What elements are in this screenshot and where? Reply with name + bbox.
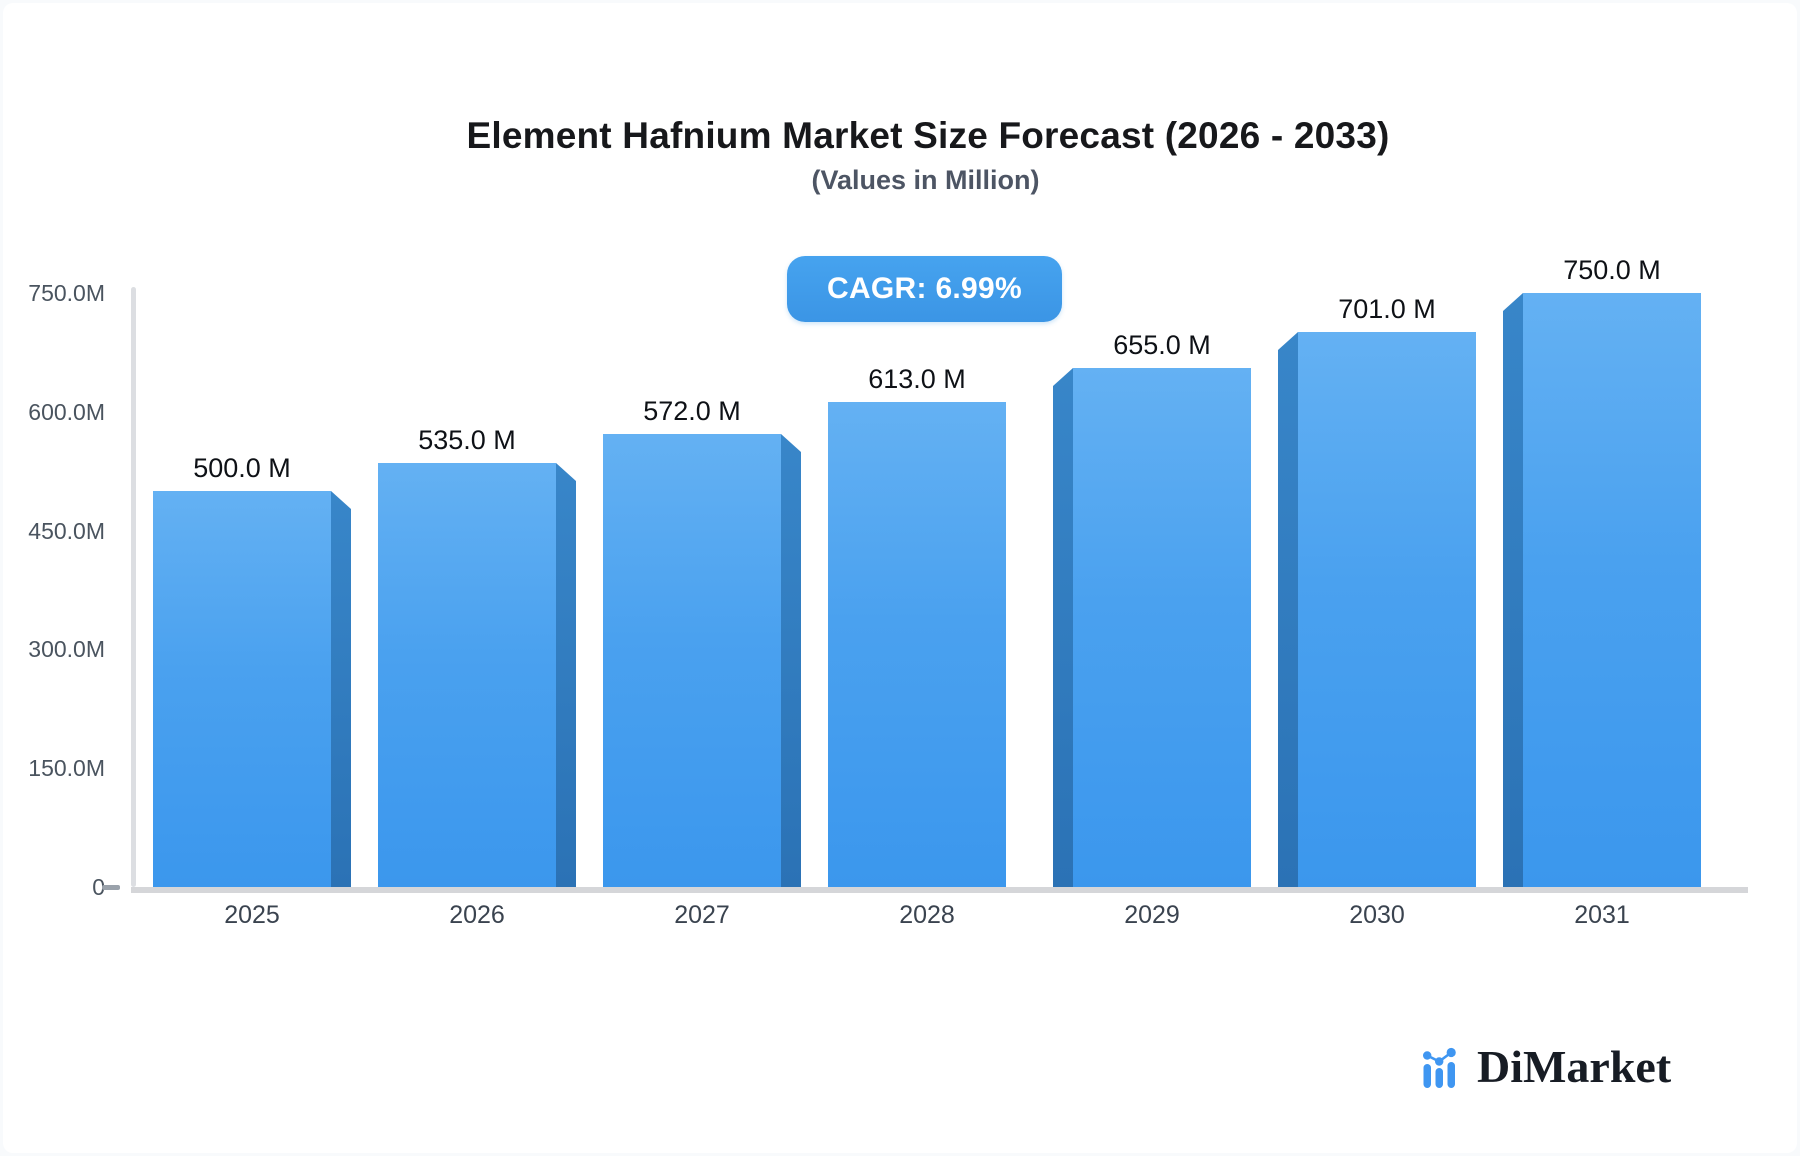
x-axis-labels: 2025 2026 2027 2028 2029 2030 2031: [153, 901, 1728, 930]
x-tick-label-2026: 2026: [378, 901, 603, 930]
bar-group-2025: 500.0 M: [153, 3, 378, 887]
zero-tick-mark: [102, 885, 120, 890]
bar-value-label: 500.0 M: [193, 453, 291, 483]
bar-face[interactable]: [153, 491, 331, 887]
bars-container: 500.0 M 535.0 M 572.0 M 613.0 M 655.0 M 701.0…: [153, 3, 1728, 887]
x-axis-line: [131, 887, 1748, 893]
y-tick-label: 300.0M: [28, 636, 105, 663]
bar-side-panel: [331, 491, 351, 887]
bar-value-label: 572.0 M: [643, 396, 741, 426]
bar-side-panel: [556, 463, 576, 887]
x-tick-label-2031: 2031: [1503, 901, 1728, 930]
brand-name: DiMarket: [1477, 1041, 1672, 1092]
chart-title: Element Hafnium Market Size Forecast (20…: [466, 115, 1390, 156]
bar-face[interactable]: [378, 463, 556, 887]
bar-value-label: 701.0 M: [1338, 294, 1436, 324]
bar-face[interactable]: [603, 434, 781, 887]
bar-2028[interactable]: 613.0 M: [828, 364, 1006, 887]
y-axis-line: [131, 287, 136, 887]
bar-group-2028: 613.0 M: [828, 3, 1053, 887]
bar-face[interactable]: [1523, 293, 1701, 887]
x-tick-label-text: 2031: [1574, 901, 1630, 929]
x-tick-label-2029: 2029: [1053, 901, 1278, 930]
chart-subtitle: (Values in Million): [811, 165, 1040, 195]
x-tick-label-2027: 2027: [603, 901, 828, 930]
x-tick-label-text: 2027: [674, 901, 730, 929]
cagr-badge: CAGR: 6.99%: [787, 256, 1062, 322]
bar-value-label: 613.0 M: [868, 364, 966, 394]
bar-2025[interactable]: 500.0 M: [153, 453, 351, 887]
bar-group-2027: 572.0 M: [603, 3, 828, 887]
bar-value-label: 655.0 M: [1113, 330, 1211, 360]
bar-2027[interactable]: 572.0 M: [603, 396, 801, 887]
bar-value-label: 535.0 M: [418, 425, 516, 455]
bar-line-chart-icon: [1422, 1044, 1464, 1090]
x-tick-label-2025: 2025: [153, 901, 378, 930]
bar-side-panel: [781, 434, 801, 887]
x-tick-label-text: 2029: [1124, 901, 1180, 929]
y-tick-label: 600.0M: [28, 398, 105, 425]
bar-group-2030: 701.0 M: [1278, 3, 1503, 887]
y-tick-label: 450.0M: [28, 517, 105, 544]
bar-side-panel: [1278, 332, 1298, 887]
bar-face[interactable]: [828, 402, 1006, 887]
bar-2031[interactable]: 750.0 M: [1503, 255, 1701, 887]
bar-side-panel: [1503, 293, 1523, 887]
bar-group-2029: 655.0 M: [1053, 3, 1278, 887]
bar-2030[interactable]: 701.0 M: [1278, 294, 1476, 887]
x-tick-label-text: 2030: [1349, 901, 1405, 929]
brand-logo: DiMarket: [1422, 1043, 1671, 1091]
bar-2029[interactable]: 655.0 M: [1053, 330, 1251, 887]
bar-group-2031: 750.0 M: [1503, 3, 1728, 887]
y-tick-label: 750.0M: [28, 280, 105, 306]
bar-group-2026: 535.0 M: [378, 3, 603, 887]
y-tick-label: 150.0M: [28, 755, 105, 782]
bar-side-panel: [1053, 368, 1073, 887]
x-tick-label-2030: 2030: [1278, 901, 1503, 930]
bar-face[interactable]: [1298, 332, 1476, 887]
bar-value-label: 750.0 M: [1563, 255, 1661, 285]
chart-card: Element Hafnium Market Size Forecast (20…: [3, 3, 1797, 1153]
bar-face[interactable]: [1073, 368, 1251, 887]
x-tick-label-text: 2028: [899, 901, 955, 929]
x-tick-label-text: 2026: [449, 901, 505, 929]
bar-2026[interactable]: 535.0 M: [378, 425, 576, 887]
y-tick-label: 0: [92, 874, 105, 900]
x-tick-label-2028: 2028: [828, 901, 1053, 930]
x-tick-label-text: 2025: [224, 901, 280, 929]
